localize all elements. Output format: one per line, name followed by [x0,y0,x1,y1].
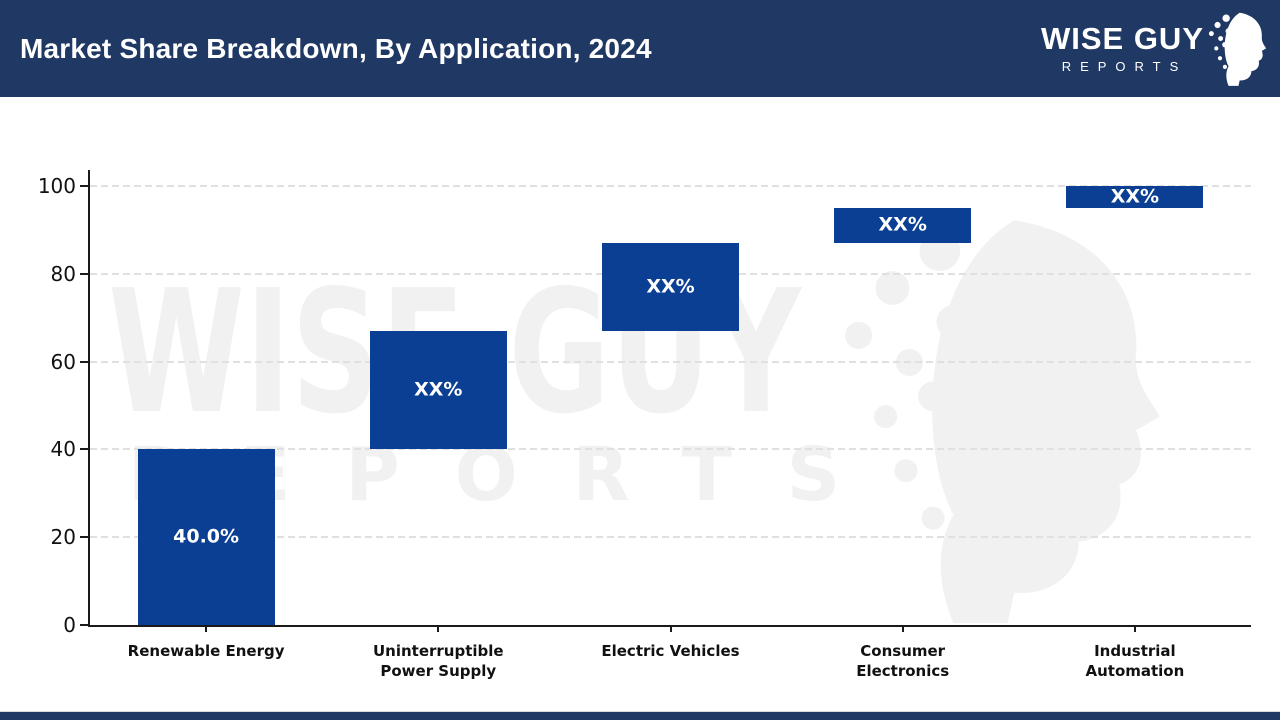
gridline [90,360,1251,363]
plot-area: 0 20 40 60 80 100 40.0% Renewable Energy XX% Unin… [38,170,1251,680]
gridline [90,536,1251,539]
bar-value-label: XX% [646,275,695,298]
bar: XX% [602,242,739,331]
x-axis-tick [669,625,672,632]
footer-bar [0,711,1280,720]
bar: XX% [834,207,972,243]
bar: XX% [369,330,507,450]
wiseguy-logo: WISE GUY REPORTS [1041,0,1280,97]
bar-value-label: XX% [878,213,927,236]
page-title: Market Share Breakdown, By Application, … [20,32,652,64]
x-axis-tick [205,625,208,632]
bar-value-label: 40.0% [173,525,240,548]
bar-value-label: XX% [1110,185,1160,208]
y-axis-tick [80,272,88,275]
header: Market Share Breakdown, By Application, … [0,0,1280,97]
logo-head-icon [1208,12,1267,86]
y-axis-tick [80,536,88,539]
logo-text: WISE GUY REPORTS [1041,23,1204,74]
logo-wordmark: WISE GUY [1040,21,1204,56]
x-axis-label: Electric Vehicles [601,642,740,660]
logo-subtext: REPORTS [1061,59,1188,74]
x-axis-label: Renewable Energy [127,642,285,660]
y-axis-tick [80,360,88,363]
y-axis-tick [80,184,88,187]
x-axis-tick [901,625,904,632]
x-axis-tick [437,625,440,632]
x-axis-label: Industrial Automation [1085,642,1185,680]
x-axis-label: Uninterruptible Power Supply [372,642,504,680]
bar-value-label: XX% [414,378,463,401]
gridline [90,448,1251,451]
x-axis-tick [1133,625,1136,632]
y-axis-tick [80,448,88,451]
bar: 40.0% [137,449,275,625]
bar: XX% [1066,185,1204,208]
gridline [90,184,1251,187]
y-axis-tick [80,624,88,626]
x-axis-label: Consumer Electronics [856,642,950,680]
